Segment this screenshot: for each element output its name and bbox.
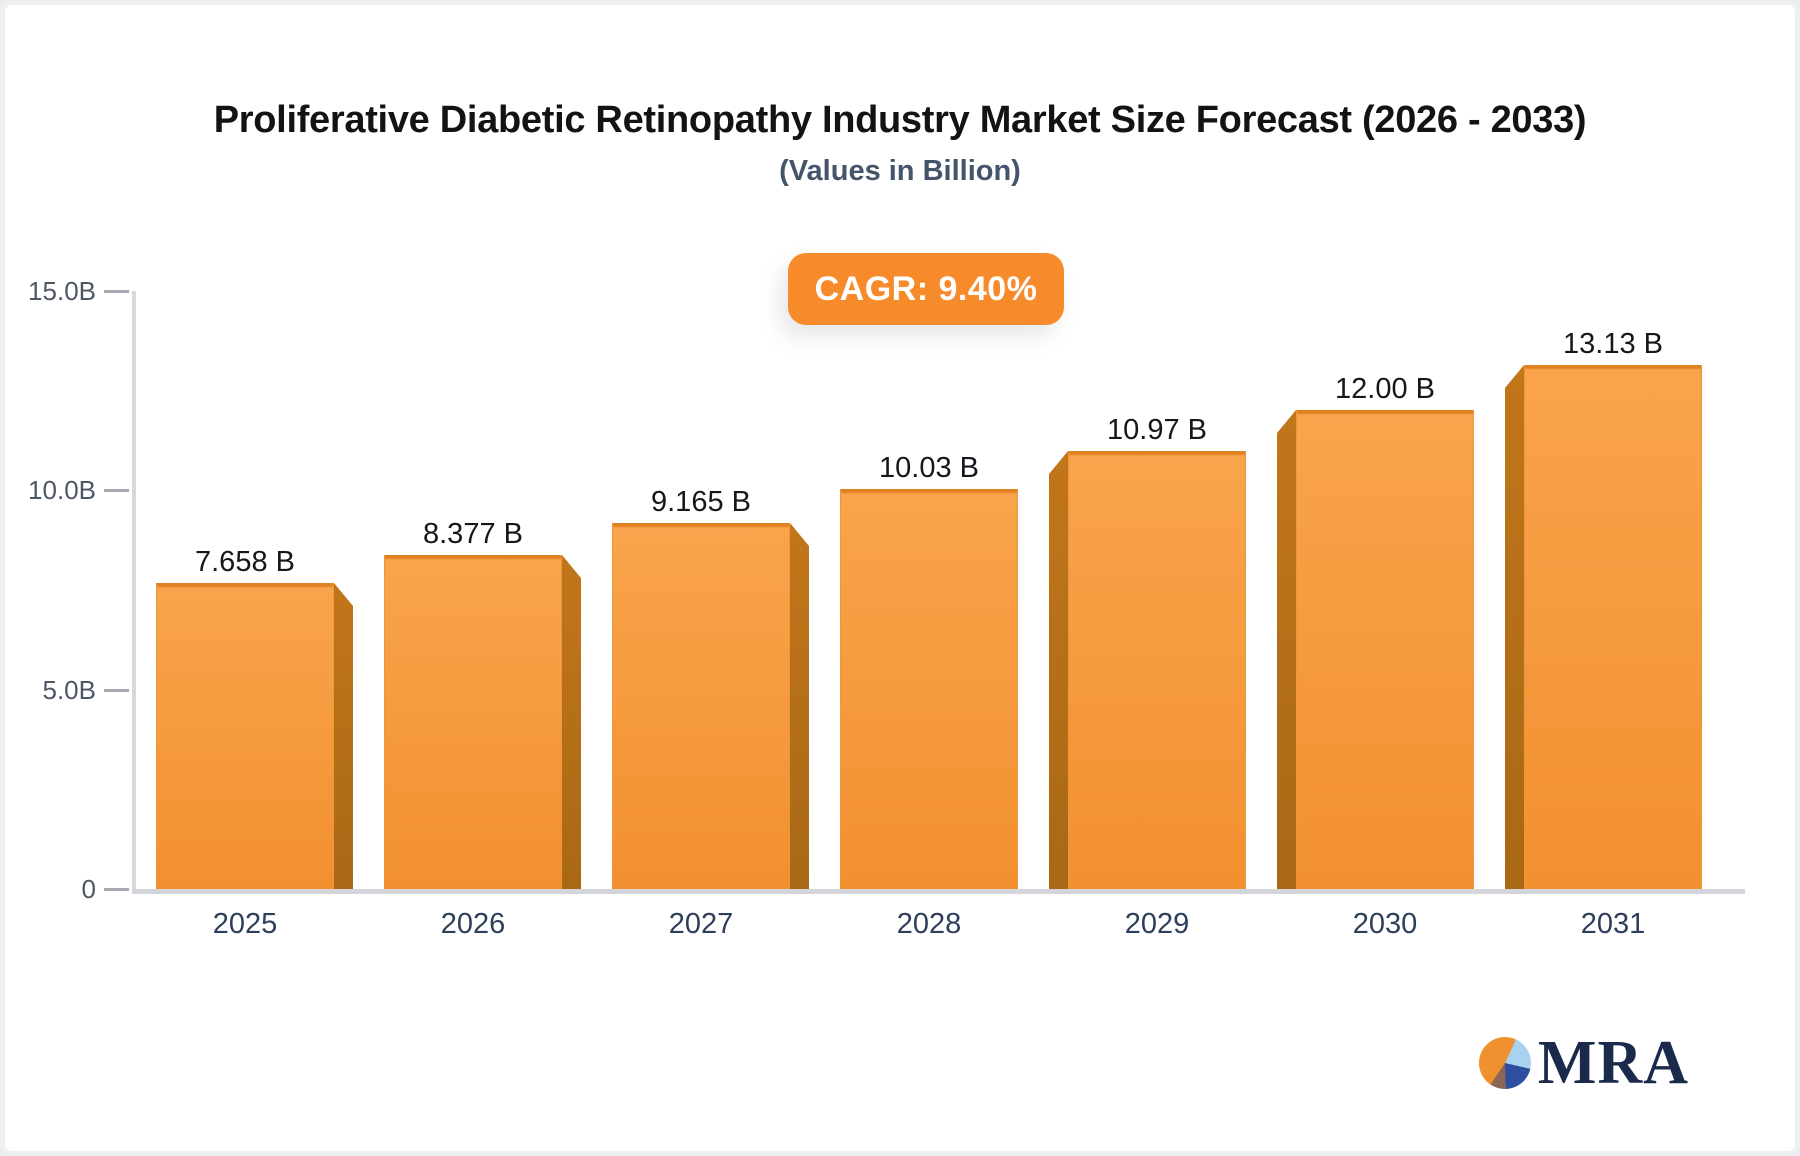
y-tick-label: 5.0B (42, 674, 97, 705)
bar-face-2031 (1524, 365, 1702, 889)
pie-chart-logo-icon (1478, 1037, 1531, 1089)
x-axis-label-2028: 2028 (896, 908, 962, 940)
bar-face-2026 (384, 555, 562, 889)
x-axis-label-2031: 2031 (1580, 908, 1646, 940)
y-axis-line (132, 290, 136, 894)
bar-side-bevel-2025 (334, 583, 353, 889)
y-tick-label: 10.0B (28, 475, 96, 505)
bar-value-label: 10.03 B (879, 452, 979, 484)
x-axis-label-2029: 2029 (1124, 908, 1190, 940)
x-axis-label-2030: 2030 (1352, 908, 1418, 940)
y-tick-mark (104, 489, 129, 492)
bar-face-2030 (1296, 410, 1474, 889)
y-tick-label: 15.0B (28, 275, 96, 306)
x-axis-label-2026: 2026 (440, 908, 506, 940)
bar-value-label: 9.165 B (651, 486, 751, 518)
y-tick-label: 0 (81, 874, 96, 904)
bar-value-label: 12.00 B (1335, 373, 1435, 405)
bar-face-2025 (156, 583, 334, 889)
y-tick-mark (104, 289, 129, 293)
x-axis-label-2027: 2027 (668, 908, 734, 940)
bar-face-2028 (840, 489, 1018, 889)
bar-value-label: 10.97 B (1107, 414, 1207, 446)
bar-value-label: 8.377 B (423, 518, 523, 550)
chart-title: Proliferative Diabetic Retinopathy Indus… (213, 99, 1587, 141)
bar-value-label: 13.13 B (1563, 328, 1663, 360)
bar-side-bevel-2026 (562, 555, 581, 889)
bar-face-2027 (612, 523, 790, 889)
bar-side-bevel-2031 (1505, 365, 1524, 889)
bar-side-bevel-2030 (1277, 410, 1296, 889)
bar-face-2029 (1068, 451, 1246, 889)
cagr-badge-label: CAGR: 9.40% (814, 269, 1038, 308)
bar-side-bevel-2029 (1049, 451, 1068, 889)
y-tick-mark (104, 688, 129, 692)
bar-value-label: 7.658 B (195, 546, 295, 578)
y-tick-mark (104, 888, 129, 891)
x-axis-baseline (132, 889, 1745, 894)
bar-side-bevel-2027 (790, 523, 809, 889)
cagr-badge: CAGR: 9.40% (788, 253, 1064, 325)
x-axis-label-2025: 2025 (212, 908, 278, 940)
chart-subtitle: (Values in Billion) (779, 155, 1021, 187)
brand-logo: MRA (1478, 1029, 1689, 1097)
brand-logo-text: MRA (1537, 1029, 1689, 1097)
